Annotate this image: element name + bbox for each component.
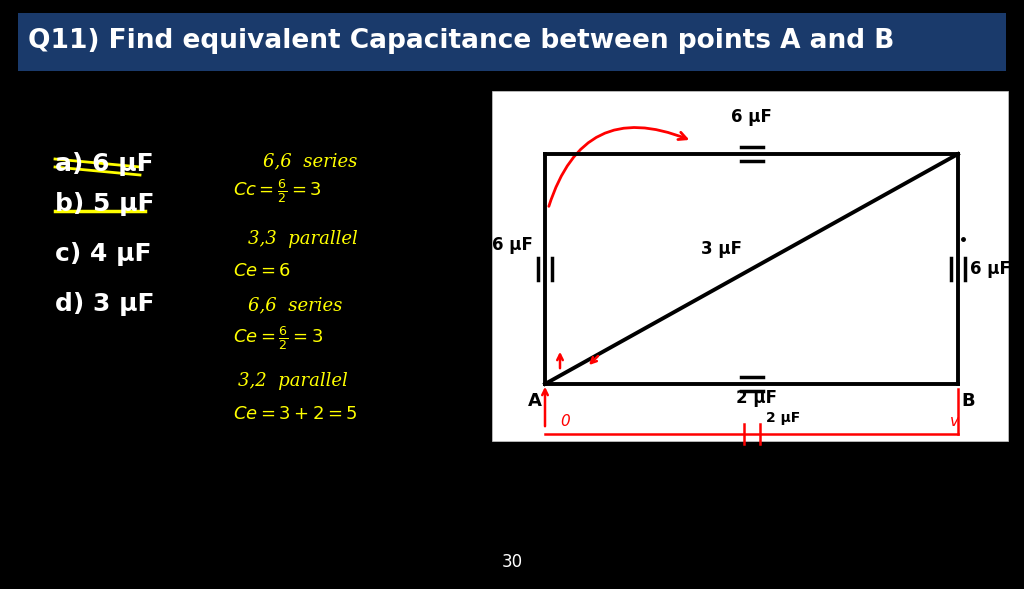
Text: 6,6  series: 6,6 series [263,152,357,170]
Text: 2 μF: 2 μF [767,411,801,425]
Text: A: A [528,392,542,410]
Text: a) 6 μF: a) 6 μF [55,152,154,176]
FancyBboxPatch shape [18,13,1006,71]
Text: 6 μF: 6 μF [493,236,534,254]
Text: d) 3 μF: d) 3 μF [55,292,155,316]
Text: $Ce = 3+2 = 5$: $Ce = 3+2 = 5$ [233,405,357,423]
Text: 6 μF: 6 μF [970,260,1011,278]
Text: 30: 30 [502,553,522,571]
Text: $Ce = \frac{6}{2} = 3$: $Ce = \frac{6}{2} = 3$ [233,324,324,352]
Text: 6,6  series: 6,6 series [248,296,342,314]
Text: $Cc = \frac{6}{2} = 3$: $Cc = \frac{6}{2} = 3$ [233,177,322,205]
Text: v: v [950,414,959,429]
Text: 6 μF: 6 μF [731,108,772,126]
Text: c) 4 μF: c) 4 μF [55,242,152,266]
Text: 3,3  parallel: 3,3 parallel [248,230,357,248]
Text: 3 μF: 3 μF [701,240,742,258]
Text: 3,2  parallel: 3,2 parallel [238,372,348,390]
Text: 0: 0 [560,414,569,429]
Text: 2 μF: 2 μF [736,389,777,407]
FancyArrowPatch shape [549,127,686,206]
Bar [492,91,1008,441]
Text: $Ce = 6$: $Ce = 6$ [233,262,291,280]
Text: Q11) Find equivalent Capacitance between points A and B: Q11) Find equivalent Capacitance between… [28,28,894,54]
Text: b) 5 μF: b) 5 μF [55,192,155,216]
Text: B: B [961,392,975,410]
